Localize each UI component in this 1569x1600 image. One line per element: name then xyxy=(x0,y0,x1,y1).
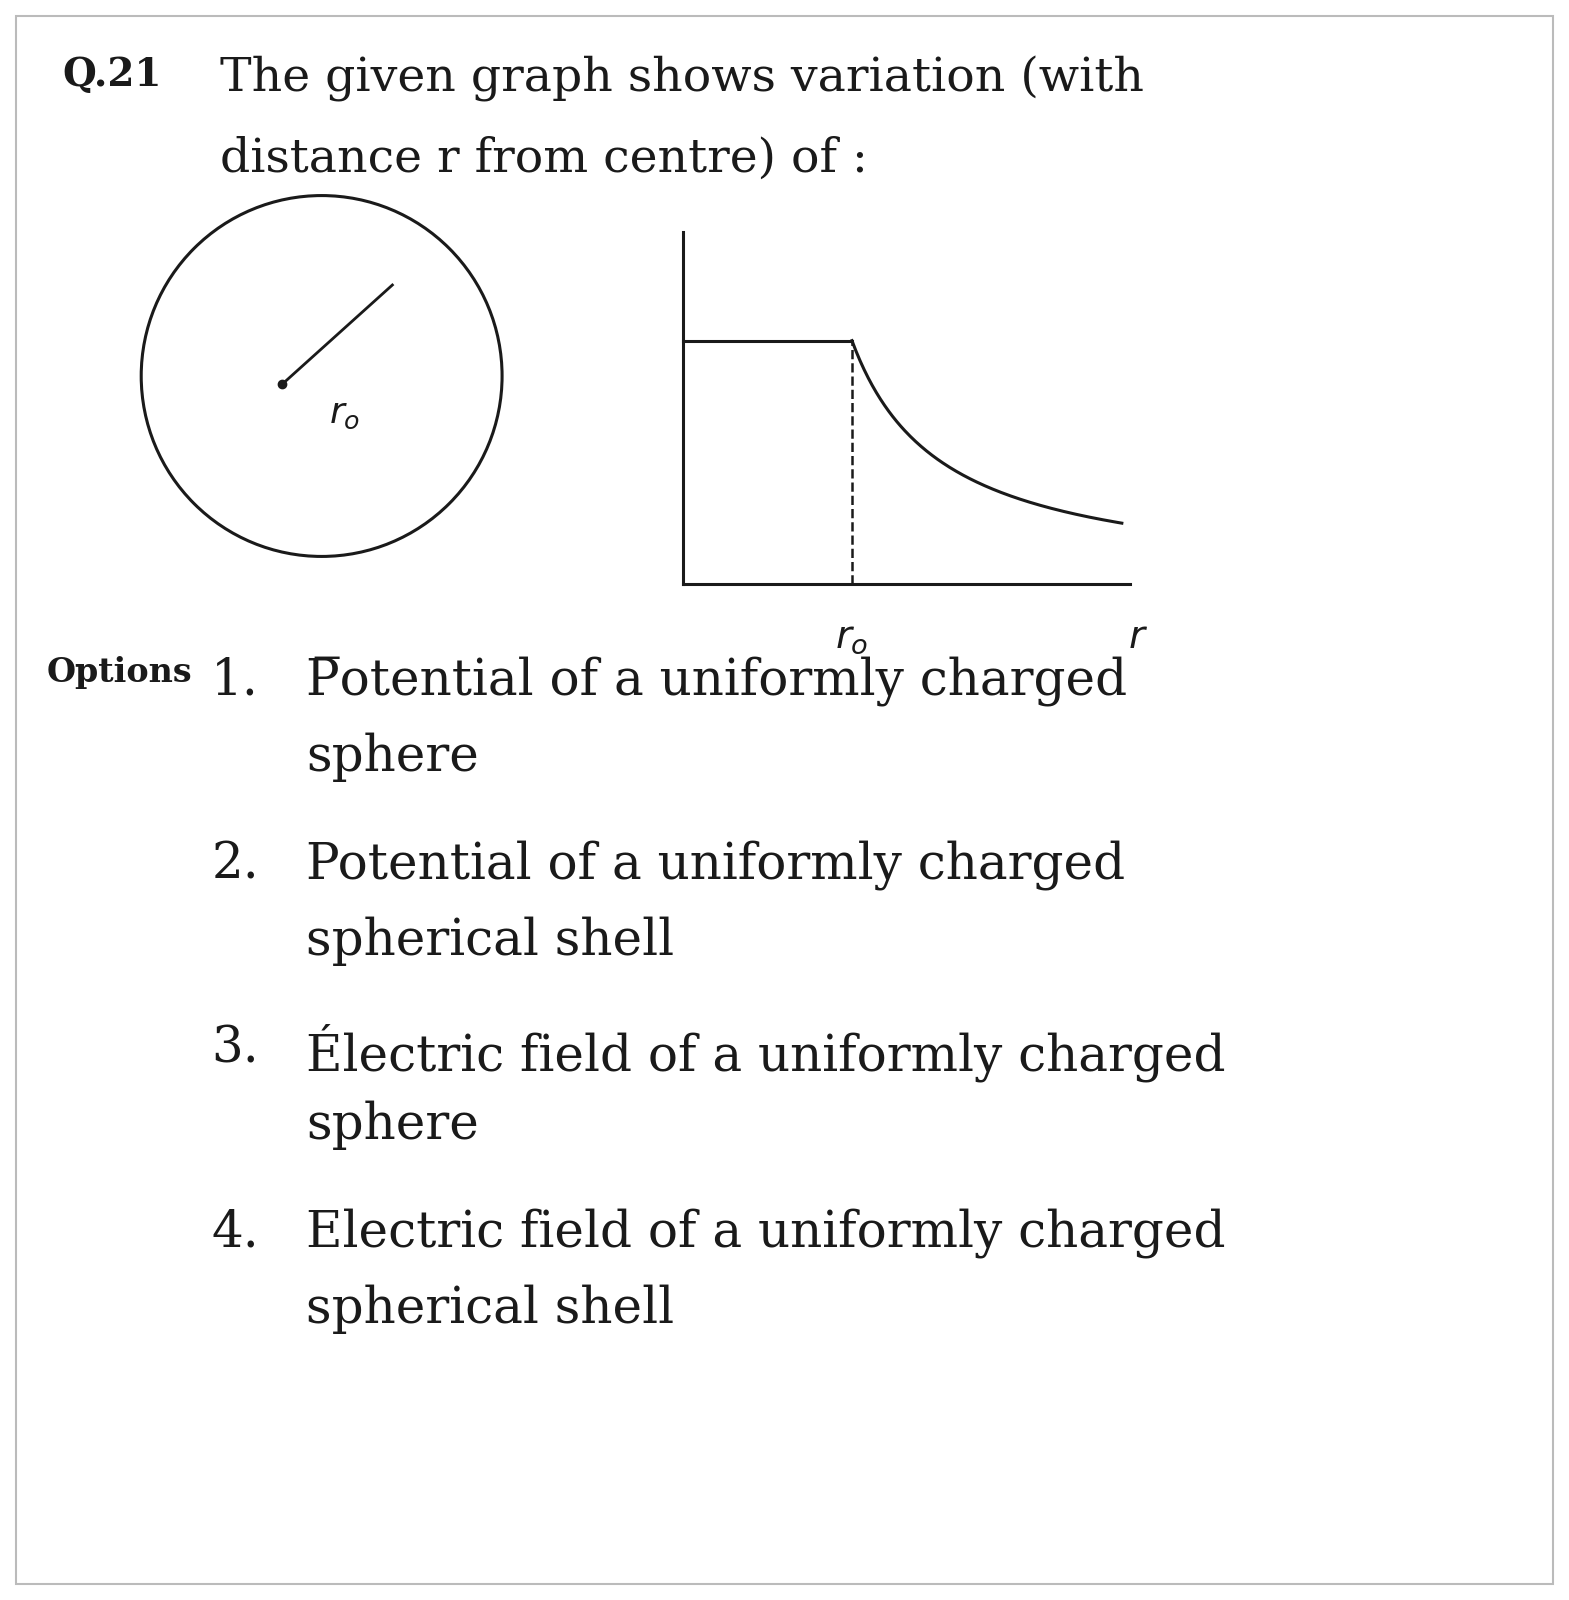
Text: spherical shell: spherical shell xyxy=(306,917,675,966)
Text: Electric field of a uniformly charged: Electric field of a uniformly charged xyxy=(306,1208,1225,1258)
Text: sphere: sphere xyxy=(306,1101,479,1150)
Text: spherical shell: spherical shell xyxy=(306,1285,675,1334)
Text: 3.: 3. xyxy=(212,1024,259,1074)
Text: Options: Options xyxy=(47,656,193,690)
Text: sphere: sphere xyxy=(306,733,479,782)
Text: 4.: 4. xyxy=(212,1208,259,1258)
Text: 2.: 2. xyxy=(212,840,259,890)
Text: $r_o$: $r_o$ xyxy=(329,397,361,430)
Text: $r$: $r$ xyxy=(1128,619,1147,656)
Text: $r_o$: $r_o$ xyxy=(835,619,869,656)
Text: distance r from centre) of :: distance r from centre) of : xyxy=(220,136,868,181)
Text: Électric field of a uniformly charged: Électric field of a uniformly charged xyxy=(306,1024,1225,1083)
Text: Q.21: Q.21 xyxy=(63,56,162,94)
Text: Potential of a uniformly charged: Potential of a uniformly charged xyxy=(306,840,1125,890)
Text: The given graph shows variation (with: The given graph shows variation (with xyxy=(220,56,1144,102)
Text: P̅otential of a uniformly charged: P̅otential of a uniformly charged xyxy=(306,656,1127,706)
Text: 1.: 1. xyxy=(210,656,259,706)
